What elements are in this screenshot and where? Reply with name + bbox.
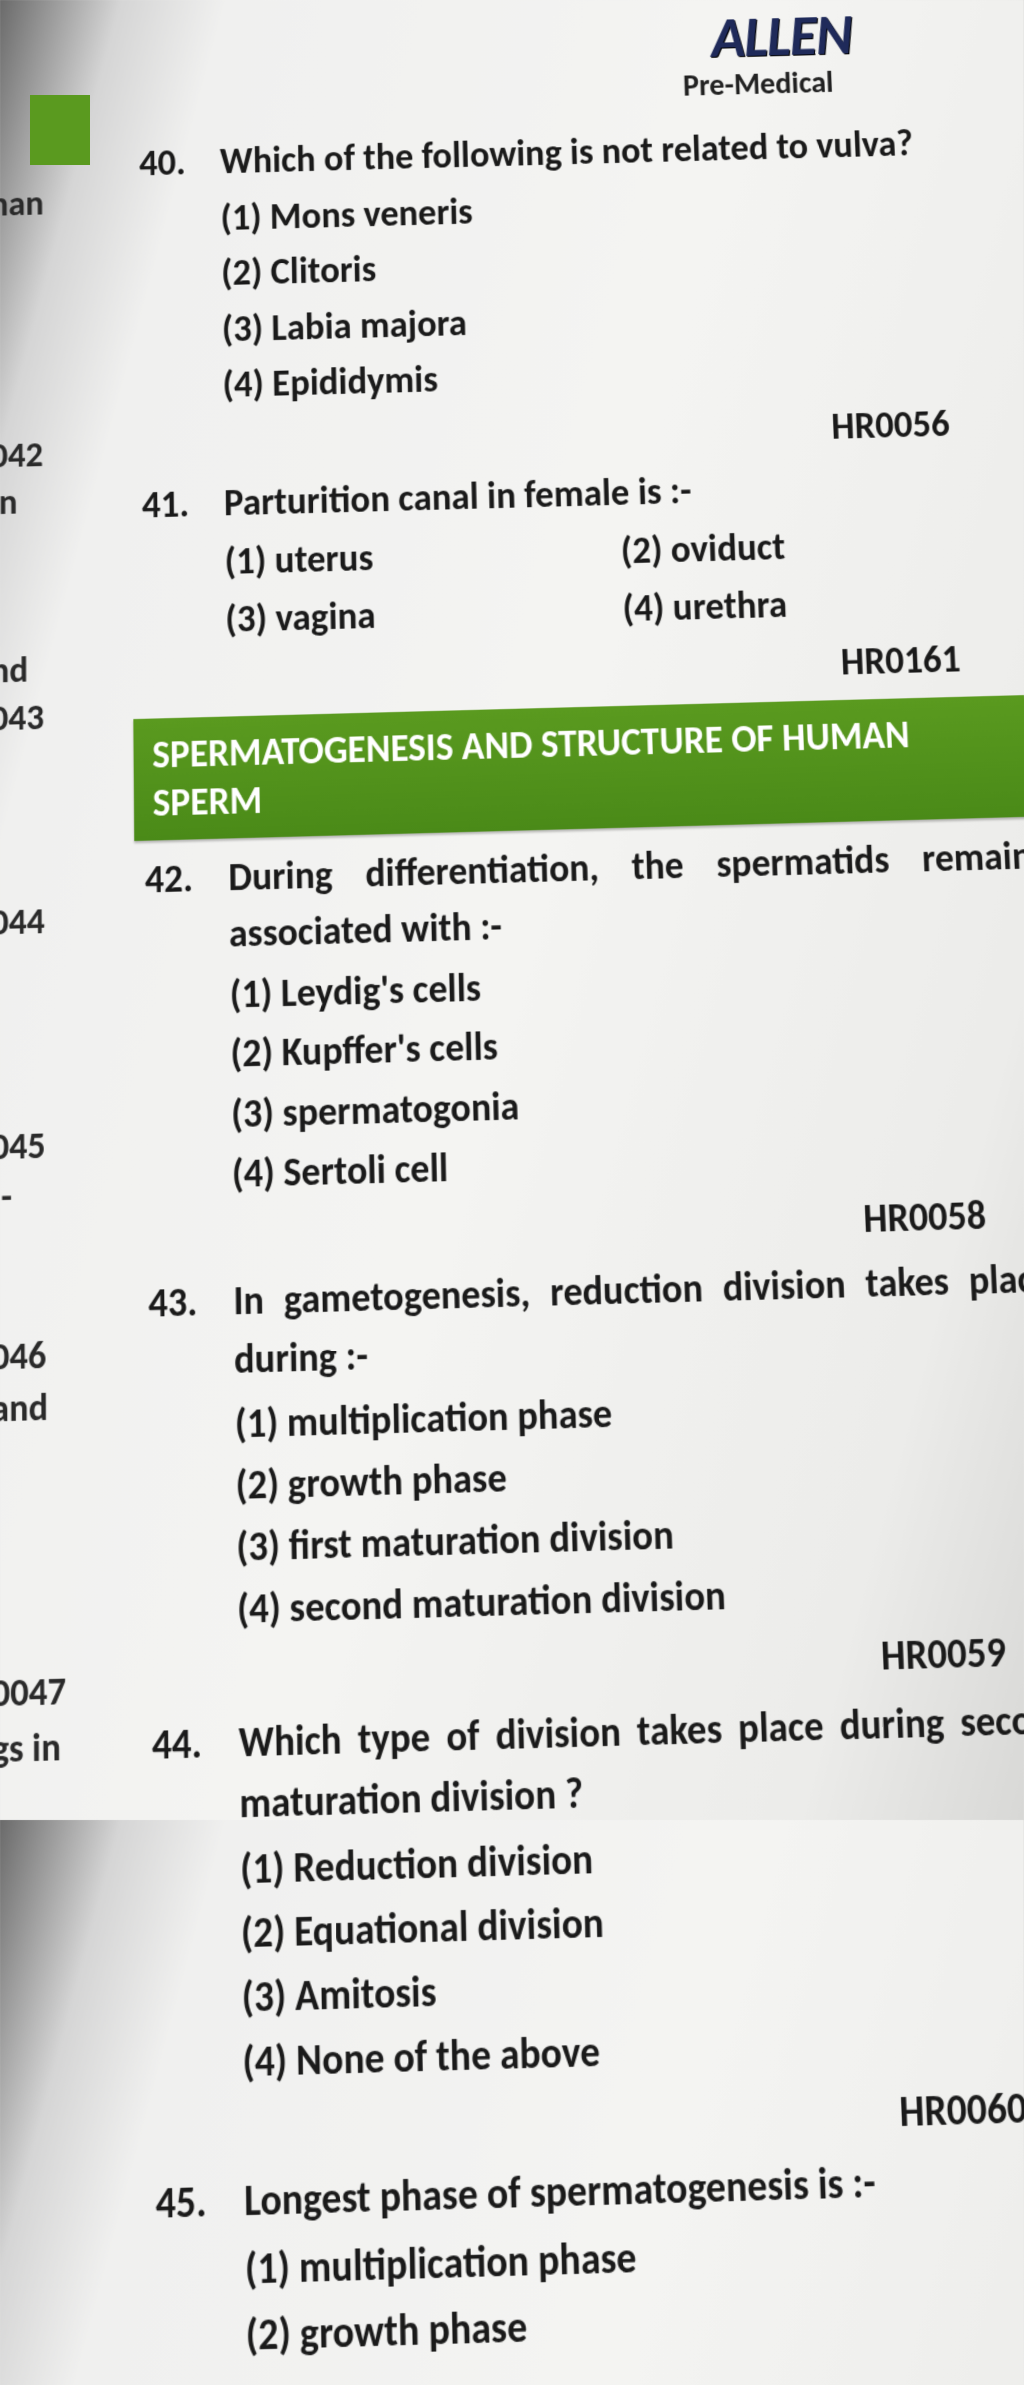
section-banner: SPERMATOGENESIS AND STRUCTURE OF HUMAN S… — [133, 695, 1024, 841]
options: (1) Leydig's cells(2) Kupffer's cells(3)… — [229, 944, 1024, 1202]
question-body: In gametogenesis, reduction division tak… — [233, 1249, 1024, 1641]
gutter-text: :- — [0, 1174, 12, 1220]
options: (1) Reduction division(2) Equational div… — [240, 1815, 1024, 2094]
question-stem: Which type of division takes place durin… — [238, 1688, 1024, 1834]
gutter-text: 043 — [0, 696, 44, 741]
gutter-text: 045 — [0, 1124, 46, 1171]
gutter-text: 042 — [0, 434, 43, 478]
options: (1) multiplication phase(2) growth phase… — [234, 1371, 1024, 1639]
option: (2) oviduct — [620, 513, 1018, 578]
question-number: 41. — [142, 476, 226, 651]
gutter-text: 0047 — [0, 1668, 66, 1718]
gutter-text: nd — [0, 649, 28, 693]
gutter-text: gs in — [0, 1724, 61, 1774]
options: (1) uterus(2) oviduct(3) vagina(4) ureth… — [224, 513, 1021, 648]
question-body: Which type of division takes place durin… — [238, 1688, 1024, 2096]
question: 41.Parturition canal in female is :-(1) … — [142, 455, 1024, 708]
option: (1) uterus — [224, 524, 621, 589]
question-number: 40. — [139, 135, 223, 416]
gutter-text: in — [0, 481, 18, 524]
question: 40.Which of the following is not related… — [139, 115, 1012, 472]
question-stem: In gametogenesis, reduction division tak… — [233, 1249, 1024, 1389]
options: (1) multiplication phase(2) growth phase — [245, 2212, 1024, 2367]
header: ALLEN Pre-Medical — [50, 0, 995, 121]
option: (4) urethra — [622, 570, 1021, 636]
page: ALLEN Pre-Medical nan042innd043044045:-0… — [50, 0, 1024, 2383]
question-body: Which of the following is not related to… — [220, 115, 1010, 414]
question: 44.Which type of division takes place du… — [152, 1688, 1024, 2164]
gutter-text: 044 — [0, 900, 45, 946]
gutter-text: 046 — [0, 1333, 46, 1381]
gutter-text: nan — [0, 183, 44, 226]
question-stem: During differentiation, the spermatids r… — [228, 827, 1024, 962]
questions-block: 40.Which of the following is not related… — [139, 115, 1024, 2373]
question-number: 43. — [148, 1272, 237, 1644]
question-body: During differentiation, the spermatids r… — [228, 827, 1024, 1204]
question-number: 42. — [145, 849, 232, 1207]
question-body: Parturition canal in female is :-(1) ute… — [224, 455, 1021, 649]
question-number: 44. — [152, 1712, 243, 2099]
question: 45.Longest phase of spermatogenesis is :… — [155, 2144, 1024, 2372]
question-body: Longest phase of spermatogenesis is :-(1… — [244, 2144, 1024, 2369]
options: (1) Mons veneris(2) Clitoris(3) Labia ma… — [220, 171, 1009, 411]
question-number: 45. — [155, 2169, 246, 2373]
question: 43.In gametogenesis, reduction division … — [148, 1249, 1024, 1707]
option: (3) vagina — [225, 581, 623, 647]
question: 42.During differentiation, the spermatid… — [145, 827, 1024, 1267]
gutter-text: and — [0, 1385, 48, 1433]
